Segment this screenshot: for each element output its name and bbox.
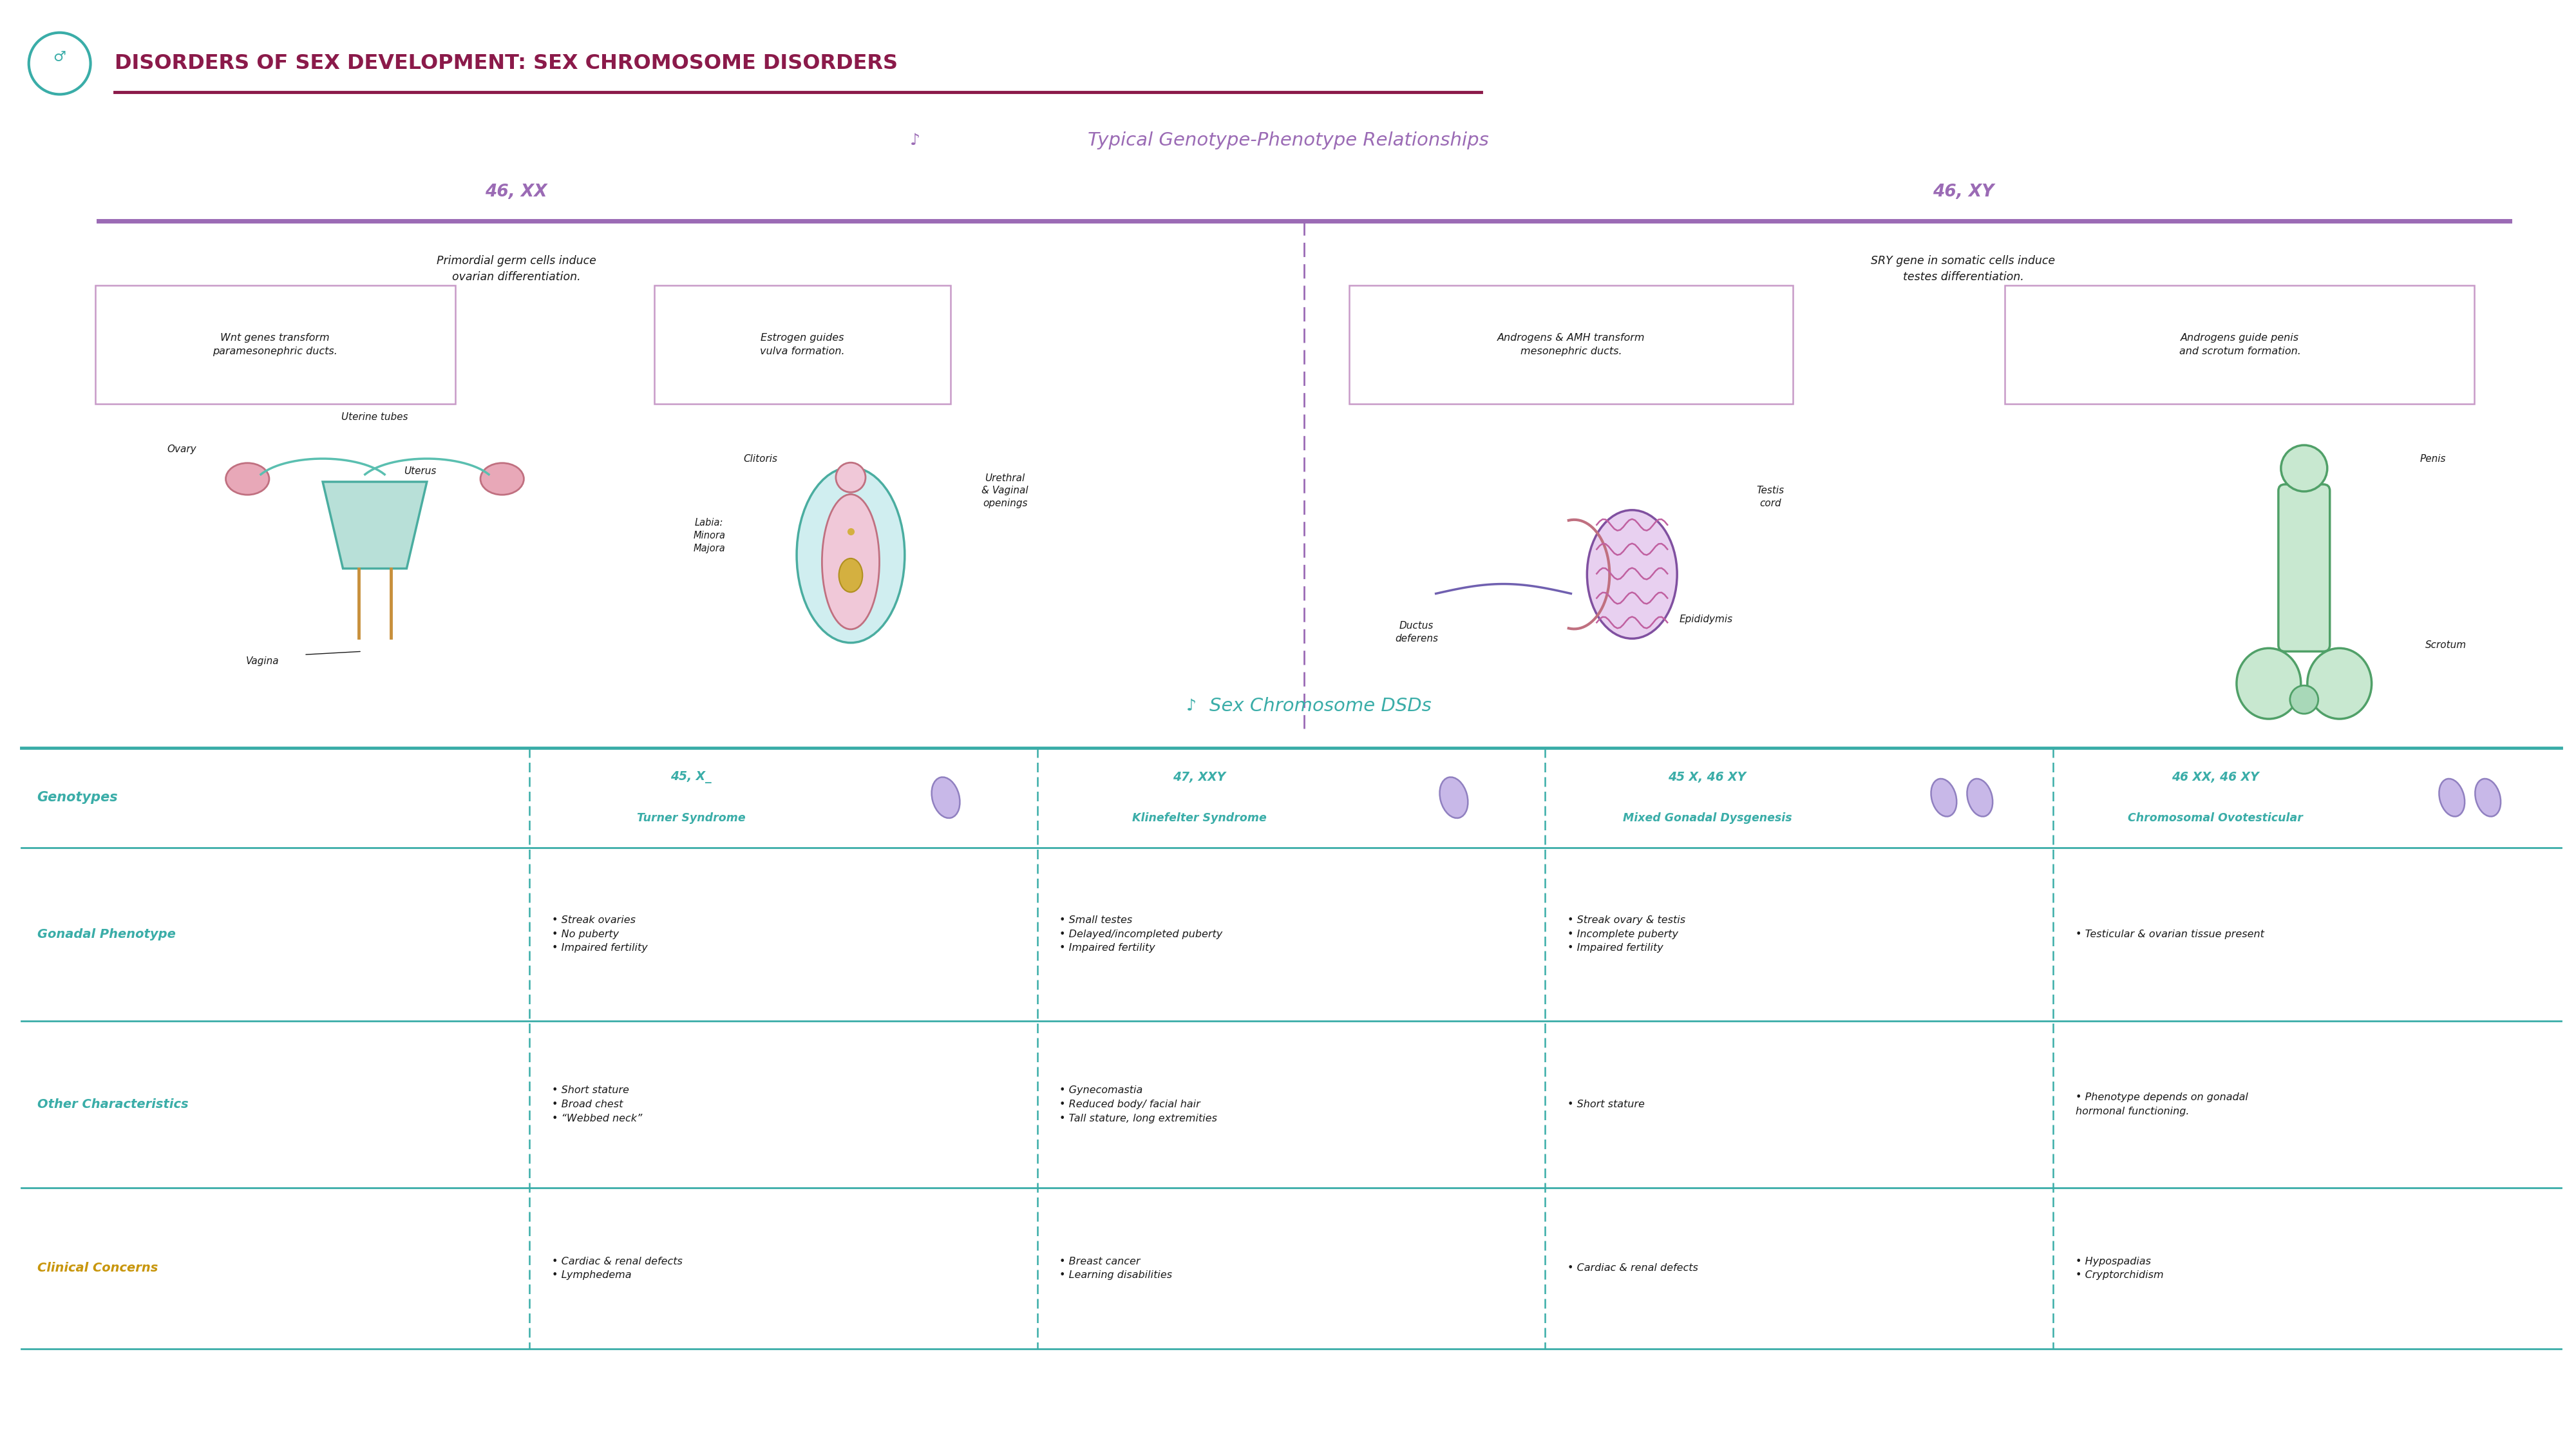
- Text: Uterus: Uterus: [404, 467, 435, 477]
- Circle shape: [835, 463, 866, 493]
- Text: • Small testes
• Delayed/incompleted puberty
• Impaired fertility: • Small testes • Delayed/incompleted pub…: [1059, 915, 1224, 953]
- Text: • Breast cancer
• Learning disabilities: • Breast cancer • Learning disabilities: [1059, 1257, 1172, 1280]
- Text: Androgens & AMH transform
mesonephric ducts.: Androgens & AMH transform mesonephric du…: [1497, 334, 1646, 357]
- Text: Typical Genotype-Phenotype Relationships: Typical Genotype-Phenotype Relationships: [1087, 132, 1489, 149]
- Ellipse shape: [840, 558, 863, 592]
- Ellipse shape: [933, 777, 961, 818]
- Ellipse shape: [227, 463, 268, 494]
- Text: Labia:
Minora
Majora: Labia: Minora Majora: [693, 518, 726, 554]
- Text: Scrotum: Scrotum: [2424, 639, 2465, 650]
- Text: Sex Chromosome DSDs: Sex Chromosome DSDs: [1208, 697, 1432, 715]
- FancyBboxPatch shape: [654, 286, 951, 405]
- Text: 47, XXY: 47, XXY: [1172, 771, 1226, 783]
- Ellipse shape: [2280, 445, 2326, 492]
- Ellipse shape: [796, 467, 904, 642]
- Text: Mixed Gonadal Dysgenesis: Mixed Gonadal Dysgenesis: [1623, 812, 1793, 824]
- Text: ♪: ♪: [909, 133, 920, 148]
- FancyBboxPatch shape: [2004, 286, 2476, 405]
- Circle shape: [2290, 686, 2318, 713]
- FancyBboxPatch shape: [95, 286, 456, 405]
- Text: Clitoris: Clitoris: [744, 454, 778, 464]
- Text: Vagina: Vagina: [247, 657, 278, 666]
- Text: • Short stature
• Broad chest
• “Webbed neck”: • Short stature • Broad chest • “Webbed …: [551, 1086, 641, 1124]
- Text: Wnt genes transform
paramesonephric ducts.: Wnt genes transform paramesonephric duct…: [214, 334, 337, 357]
- Text: • Streak ovary & testis
• Incomplete puberty
• Impaired fertility: • Streak ovary & testis • Incomplete pub…: [1569, 915, 1685, 953]
- Ellipse shape: [1932, 779, 1958, 816]
- Text: Androgens guide penis
and scrotum formation.: Androgens guide penis and scrotum format…: [2179, 334, 2300, 357]
- Text: Clinical Concerns: Clinical Concerns: [36, 1262, 157, 1275]
- Text: • Gynecomastia
• Reduced body/ facial hair
• Tall stature, long extremities: • Gynecomastia • Reduced body/ facial ha…: [1059, 1086, 1218, 1124]
- Ellipse shape: [2236, 648, 2300, 719]
- Text: Testis
cord: Testis cord: [1757, 486, 1785, 509]
- Ellipse shape: [2476, 779, 2501, 816]
- Text: • Phenotype depends on gonadal
hormonal functioning.: • Phenotype depends on gonadal hormonal …: [2076, 1093, 2249, 1116]
- Text: Other Characteristics: Other Characteristics: [36, 1098, 188, 1111]
- Text: Klinefelter Syndrome: Klinefelter Syndrome: [1131, 812, 1267, 824]
- Text: Uterine tubes: Uterine tubes: [343, 412, 407, 422]
- Ellipse shape: [479, 463, 523, 494]
- Text: • Short stature: • Short stature: [1569, 1099, 1646, 1109]
- Text: • Cardiac & renal defects
• Lymphedema: • Cardiac & renal defects • Lymphedema: [551, 1257, 683, 1280]
- Text: • Hypospadias
• Cryptorchidism: • Hypospadias • Cryptorchidism: [2076, 1257, 2164, 1280]
- Text: • Cardiac & renal defects: • Cardiac & renal defects: [1569, 1263, 1698, 1273]
- Text: Primordial germ cells induce
ovarian differentiation.: Primordial germ cells induce ovarian dif…: [435, 255, 595, 283]
- FancyBboxPatch shape: [2277, 484, 2329, 651]
- Text: Gonadal Phenotype: Gonadal Phenotype: [36, 928, 175, 940]
- Polygon shape: [322, 481, 428, 568]
- Ellipse shape: [1440, 777, 1468, 818]
- Text: 45, X_: 45, X_: [670, 771, 711, 783]
- Text: Genotypes: Genotypes: [36, 792, 118, 805]
- Ellipse shape: [1587, 510, 1677, 638]
- Text: DISORDERS OF SEX DEVELOPMENT: SEX CHROMOSOME DISORDERS: DISORDERS OF SEX DEVELOPMENT: SEX CHROMO…: [113, 54, 896, 74]
- Text: 46, XY: 46, XY: [1932, 184, 1994, 200]
- Text: Epididymis: Epididymis: [1680, 615, 1734, 624]
- Text: Urethral
& Vaginal
openings: Urethral & Vaginal openings: [981, 473, 1028, 509]
- Text: 46 XX, 46 XY: 46 XX, 46 XY: [2172, 771, 2259, 783]
- Text: Penis: Penis: [2419, 454, 2445, 464]
- Text: Estrogen guides
vulva formation.: Estrogen guides vulva formation.: [760, 334, 845, 357]
- Text: ♂: ♂: [54, 51, 67, 64]
- Ellipse shape: [2439, 779, 2465, 816]
- Text: ♪: ♪: [1188, 699, 1198, 713]
- Text: Ductus
deferens: Ductus deferens: [1396, 621, 1437, 644]
- Text: • Streak ovaries
• No puberty
• Impaired fertility: • Streak ovaries • No puberty • Impaired…: [551, 915, 647, 953]
- Text: Chromosomal Ovotesticular: Chromosomal Ovotesticular: [2128, 812, 2303, 824]
- Text: • Testicular & ovarian tissue present: • Testicular & ovarian tissue present: [2076, 929, 2264, 940]
- Text: Turner Syndrome: Turner Syndrome: [636, 812, 744, 824]
- Ellipse shape: [2308, 648, 2372, 719]
- Text: 45 X, 46 XY: 45 X, 46 XY: [1669, 771, 1747, 783]
- Ellipse shape: [822, 494, 878, 629]
- Ellipse shape: [1968, 779, 1994, 816]
- Text: Ovary: Ovary: [167, 444, 196, 454]
- Text: 46, XX: 46, XX: [484, 184, 546, 200]
- FancyBboxPatch shape: [1350, 286, 1793, 405]
- Text: SRY gene in somatic cells induce
testes differentiation.: SRY gene in somatic cells induce testes …: [1870, 255, 2056, 283]
